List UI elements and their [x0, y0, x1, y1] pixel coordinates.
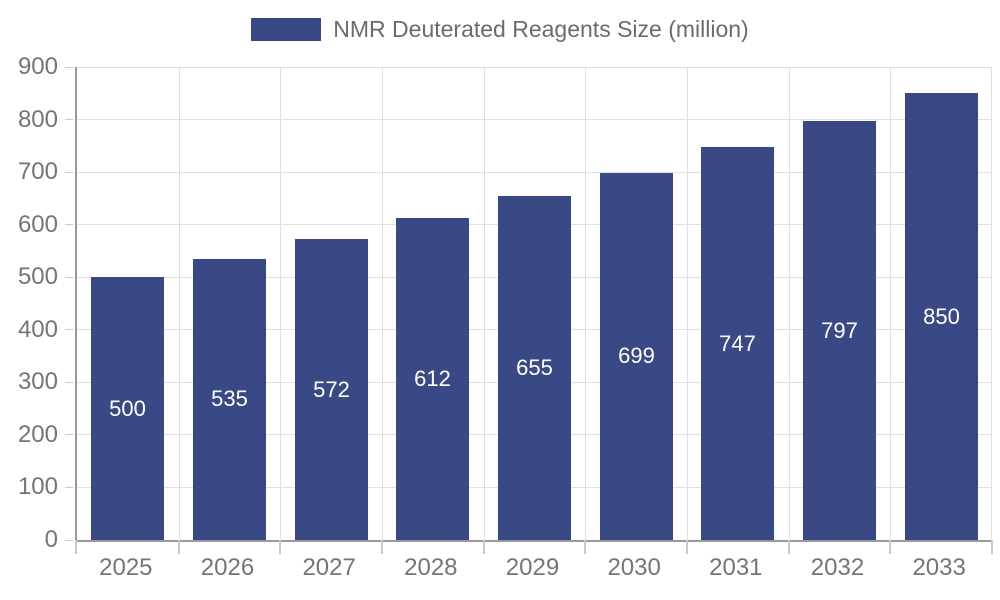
gridline-vertical: [789, 67, 790, 540]
x-axis-tick-label: 2027: [302, 554, 356, 581]
bar-value-label: 572: [313, 376, 350, 402]
bar-2025[interactable]: 500: [91, 277, 164, 540]
x-axis-tick: [381, 540, 383, 554]
gridline-horizontal: [77, 66, 992, 68]
legend-swatch[interactable]: [251, 18, 322, 41]
y-axis-tick: [65, 66, 73, 68]
bar-2028[interactable]: 612: [396, 218, 469, 540]
gridline-vertical: [280, 67, 281, 540]
y-axis-tick-label: 400: [17, 315, 58, 343]
x-axis-tick: [178, 540, 180, 554]
y-axis-tick-label: 300: [17, 368, 58, 396]
x-axis-tick-label: 2033: [912, 554, 966, 581]
x-axis-tick-label: 2031: [709, 554, 763, 581]
bar-value-label: 612: [414, 366, 451, 392]
bar-2030[interactable]: 699: [600, 172, 673, 540]
y-axis-tick: [65, 381, 73, 383]
x-axis-tick: [991, 540, 993, 554]
bar-value-label: 500: [109, 395, 146, 421]
bar-2029[interactable]: 655: [498, 195, 571, 540]
x-axis-tick: [584, 540, 586, 554]
gridline-horizontal: [77, 171, 992, 173]
gridline-vertical: [484, 67, 485, 540]
plot-area: 500 535 572 612 655 699 747 797 850: [65, 66, 993, 554]
x-axis-tick: [889, 540, 891, 554]
gridline-vertical: [991, 67, 992, 540]
gridline-vertical: [179, 67, 180, 540]
x-axis-tick-label: 2028: [404, 554, 458, 581]
y-axis-tick-label: 800: [17, 105, 58, 133]
y-axis-tick: [65, 434, 73, 436]
x-axis-tick-label: 2029: [505, 554, 560, 581]
x-axis-tick-label: 2030: [607, 554, 661, 581]
bar-value-label: 699: [618, 343, 655, 369]
y-axis-tick: [65, 539, 73, 541]
y-axis-tick-label: 200: [17, 420, 58, 448]
bar-2032[interactable]: 797: [803, 121, 876, 540]
x-axis-tick: [483, 540, 485, 554]
bar-2033[interactable]: 850: [905, 93, 978, 540]
bar-2031[interactable]: 747: [701, 147, 774, 540]
x-axis-tick-label: 2032: [810, 554, 865, 581]
x-axis-tick: [75, 540, 77, 554]
y-axis-tick: [65, 119, 73, 121]
gridline-vertical: [382, 67, 383, 540]
x-axis-labels: 2025 2026 2027 2028 2029 2030 2031 2032 2033: [75, 554, 990, 584]
gridline-vertical: [687, 67, 688, 540]
y-axis-tick-label: 100: [17, 473, 58, 501]
bar-value-label: 655: [516, 354, 553, 380]
y-axis-tick-label: 700: [17, 158, 58, 186]
y-axis-tick: [65, 171, 73, 173]
y-axis-tick-label: 900: [17, 53, 58, 80]
y-axis-tick: [65, 224, 73, 226]
y-axis-tick-label: 500: [17, 263, 58, 291]
legend-label[interactable]: NMR Deuterated Reagents Size (million): [333, 16, 749, 42]
y-axis-tick-label: 0: [44, 526, 58, 553]
bar-2026[interactable]: 535: [193, 258, 266, 540]
gridline-horizontal: [77, 119, 992, 121]
gridline-vertical: [890, 67, 891, 540]
bar-value-label: 535: [211, 386, 248, 412]
y-axis-tick: [65, 329, 73, 331]
bar-value-label: 747: [719, 330, 756, 356]
legend: NMR Deuterated Reagents Size (million): [0, 16, 1000, 43]
y-axis-tick: [65, 276, 73, 278]
bar-value-label: 850: [923, 303, 960, 329]
y-axis-tick-label: 600: [17, 210, 58, 238]
y-axis-labels: 0 100 200 300 400 500 600 700 800 900: [0, 53, 58, 553]
gridline-vertical: [585, 67, 586, 540]
x-axis-tick: [788, 540, 790, 554]
x-axis-tick: [686, 540, 688, 554]
y-axis-tick: [65, 486, 73, 488]
x-axis-tick-label: 2026: [200, 554, 255, 581]
bar-2027[interactable]: 572: [295, 239, 368, 540]
x-axis-tick-label: 2025: [99, 554, 153, 581]
x-axis-tick: [279, 540, 281, 554]
bar-value-label: 797: [821, 317, 858, 343]
